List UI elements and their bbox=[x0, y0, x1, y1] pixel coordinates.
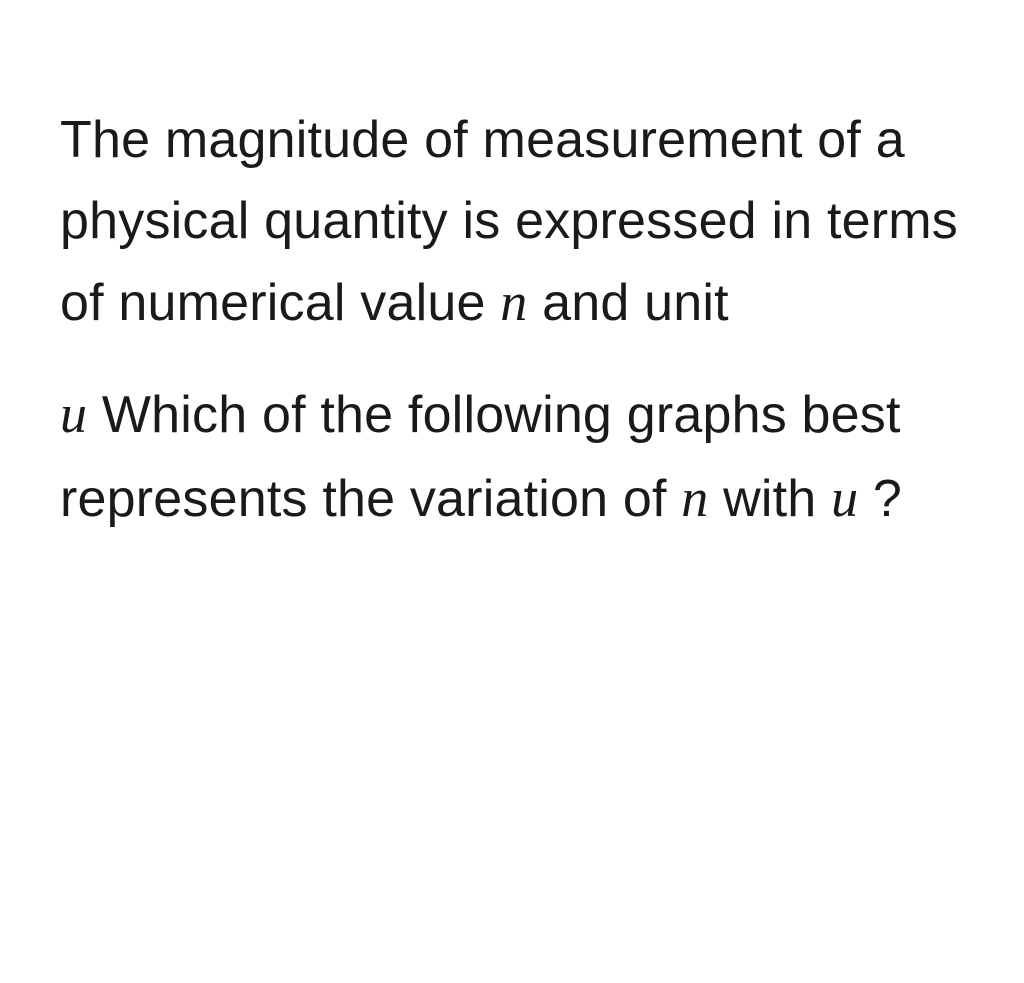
math-var-u: u bbox=[831, 468, 858, 528]
text-run: ? bbox=[858, 470, 902, 528]
text-run: and unit bbox=[527, 274, 728, 332]
text-run: with bbox=[708, 470, 831, 528]
math-var-n: n bbox=[681, 468, 708, 528]
math-var-n: n bbox=[500, 272, 527, 332]
document-page: The magnitude of measurement of a physic… bbox=[0, 0, 1024, 628]
question-block: The magnitude of measurement of a physic… bbox=[60, 100, 964, 540]
question-paragraph-2: u Which of the following graphs best rep… bbox=[60, 373, 964, 540]
math-var-u: u bbox=[60, 384, 87, 444]
question-paragraph-1: The magnitude of measurement of a physic… bbox=[60, 100, 964, 345]
